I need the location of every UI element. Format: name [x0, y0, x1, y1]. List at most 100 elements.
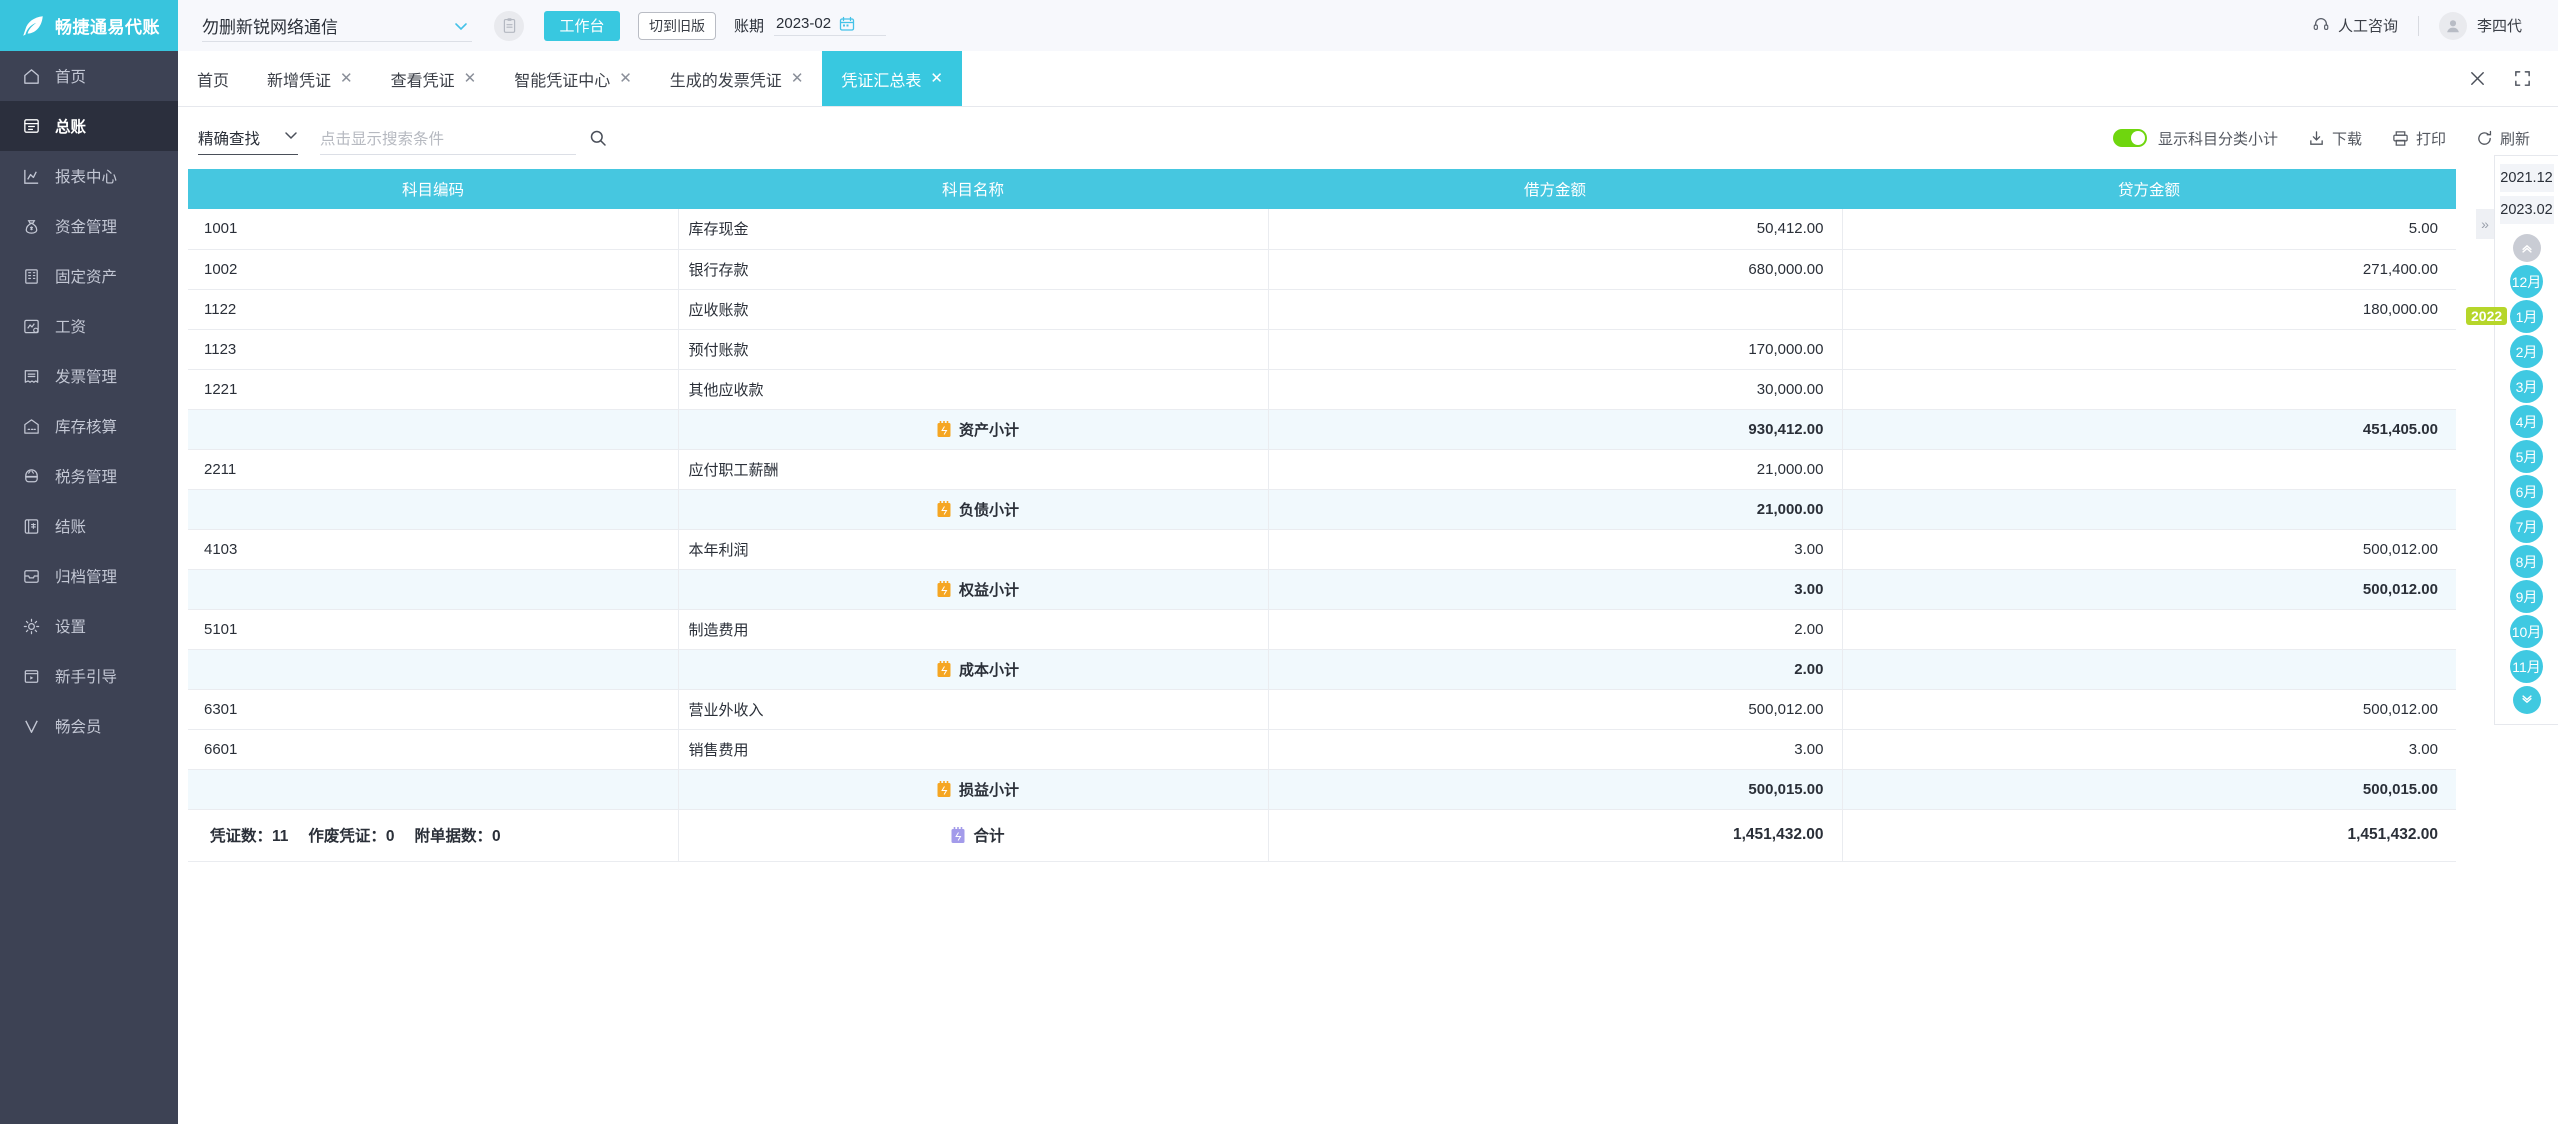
- building-icon: [22, 267, 41, 286]
- close-icon[interactable]: ✕: [790, 70, 804, 87]
- sidebar-item-guide[interactable]: 新手引导: [0, 651, 178, 701]
- year-badge: 2022: [2466, 307, 2508, 325]
- cell-code: [188, 649, 679, 690]
- sidebar-item-payroll[interactable]: 工资: [0, 301, 178, 351]
- tab-home[interactable]: 首页: [178, 51, 248, 106]
- subtotal-label: 权益小计: [958, 581, 1019, 599]
- table-row[interactable]: 6601 销售费用 3.00 3.00: [188, 729, 2456, 770]
- collapse-month-panel-button[interactable]: »: [2476, 209, 2494, 239]
- cell-debit: 21,000.00: [1268, 489, 1843, 530]
- sidebar-item-archive[interactable]: 归档管理: [0, 551, 178, 601]
- cell-debit: 2.00: [1268, 649, 1843, 690]
- month-chip-2[interactable]: 2月: [2510, 335, 2543, 368]
- cell-code: 2211: [188, 449, 679, 490]
- close-icon[interactable]: ✕: [340, 70, 353, 87]
- table-row[interactable]: 4103 本年利润 3.00 500,012.00: [188, 529, 2456, 570]
- find-mode-select[interactable]: 精确查找: [198, 121, 298, 155]
- month-chip-9[interactable]: 9月: [2510, 580, 2543, 613]
- tab-label: 查看凭证: [390, 72, 455, 90]
- table-row[interactable]: 1123 预付账款 170,000.00: [188, 329, 2456, 370]
- close-icon[interactable]: ✕: [930, 70, 943, 87]
- cell-subtotal-label: 成本小计: [678, 649, 1269, 690]
- sidebar-item-home[interactable]: 首页: [0, 51, 178, 101]
- cell-name: 预付账款: [678, 329, 1269, 370]
- user-menu[interactable]: 李四代: [2438, 11, 2522, 40]
- table-row[interactable]: 6301 营业外收入 500,012.00 500,012.00: [188, 689, 2456, 730]
- subtotal-row: 成本小计 2.00: [188, 649, 2456, 690]
- table-row[interactable]: 2211 应付职工薪酬 21,000.00: [188, 449, 2456, 490]
- table-row[interactable]: 1001 库存现金 50,412.00 5.00: [188, 209, 2456, 250]
- sidebar-item-tax[interactable]: 税务管理: [0, 451, 178, 501]
- cell-debit: 500,015.00: [1268, 769, 1843, 810]
- gear-icon: [22, 617, 41, 636]
- close-icon[interactable]: ✕: [619, 70, 632, 87]
- tab-smart-voucher-center[interactable]: 智能凭证中心 ✕: [495, 51, 651, 106]
- year-chip-start[interactable]: 2021.12: [2499, 164, 2554, 192]
- toolbar-right: 显示科目分类小计 下载: [2112, 128, 2530, 149]
- sidebar-item-settings[interactable]: 设置: [0, 601, 178, 651]
- clipboard-icon[interactable]: [494, 10, 524, 41]
- sidebar: 首页 总账 报表中心: [0, 51, 178, 1124]
- month-chip-10[interactable]: 10月: [2510, 615, 2543, 648]
- search-icon[interactable]: [588, 128, 608, 148]
- sidebar-item-reports[interactable]: 报表中心: [0, 151, 178, 201]
- cell-debit: [1268, 289, 1843, 330]
- subtotal-row: 权益小计 3.00 500,012.00: [188, 569, 2456, 610]
- table-row[interactable]: 1122 应收账款 180,000.00: [188, 289, 2456, 330]
- cell-name: 本年利润: [678, 529, 1269, 570]
- period-picker[interactable]: 2023-02: [774, 15, 887, 36]
- tab-new-voucher[interactable]: 新增凭证 ✕: [248, 51, 372, 106]
- fullscreen-icon[interactable]: [2513, 69, 2532, 88]
- cell-code: 6301: [188, 689, 679, 730]
- tab-voucher-summary[interactable]: 凭证汇总表 ✕: [822, 51, 962, 106]
- archive-icon: [22, 567, 41, 586]
- month-chip-7[interactable]: 7月: [2510, 510, 2543, 543]
- column-header-code[interactable]: 科目编码: [188, 169, 678, 209]
- month-chip-8[interactable]: 8月: [2510, 545, 2543, 578]
- search-input[interactable]: 点击显示搜索条件: [320, 121, 576, 155]
- sidebar-item-invoices[interactable]: 发票管理: [0, 351, 178, 401]
- table-row[interactable]: 1002 银行存款 680,000.00 271,400.00: [188, 249, 2456, 290]
- sidebar-item-ledger[interactable]: 总账: [0, 101, 178, 151]
- table-row[interactable]: 5101 制造费用 2.00: [188, 609, 2456, 650]
- month-chip-3[interactable]: 3月: [2510, 370, 2543, 403]
- cell-code: 1123: [188, 329, 679, 370]
- month-chip-6[interactable]: 6月: [2510, 475, 2543, 508]
- column-header-credit[interactable]: 贷方金额: [1842, 169, 2456, 209]
- tab-view-voucher[interactable]: 查看凭证 ✕: [372, 51, 496, 106]
- year-chip-end[interactable]: 2023.02: [2499, 196, 2554, 224]
- scroll-down-button[interactable]: [2512, 686, 2541, 714]
- month-chip-4[interactable]: 4月: [2510, 405, 2543, 438]
- download-button[interactable]: 下载: [2308, 128, 2362, 149]
- month-label: 12月: [2511, 273, 2542, 290]
- cell-debit: 930,412.00: [1268, 409, 1843, 450]
- brand-logo-area[interactable]: 畅捷通易代账: [0, 0, 178, 51]
- toggle-switch[interactable]: [2112, 129, 2147, 147]
- close-icon[interactable]: ✕: [463, 70, 477, 87]
- sidebar-item-vip[interactable]: 畅会员: [0, 701, 178, 751]
- scroll-up-button[interactable]: [2512, 234, 2541, 262]
- sidebar-item-inventory[interactable]: 库存核算: [0, 401, 178, 451]
- month-chip-1[interactable]: 2022 1月: [2466, 300, 2543, 333]
- column-header-name[interactable]: 科目名称: [678, 169, 1268, 209]
- table-row[interactable]: 1221 其他应收款 30,000.00: [188, 369, 2456, 410]
- switch-old-version-button[interactable]: 切到旧版: [638, 11, 716, 40]
- close-all-tabs-icon[interactable]: [2468, 69, 2487, 88]
- month-chip-11[interactable]: 11月: [2510, 650, 2543, 683]
- support-button[interactable]: 人工咨询: [2312, 15, 2398, 37]
- sidebar-item-closing[interactable]: 结账: [0, 501, 178, 551]
- print-button[interactable]: 打印: [2392, 128, 2446, 149]
- voucher-summary-table: 科目编码 科目名称 借方金额 贷方金额 1001 库存现金 50,412.00 …: [188, 169, 2456, 862]
- month-chip-12[interactable]: 12月: [2510, 265, 2543, 298]
- workbench-button[interactable]: 工作台: [544, 10, 620, 41]
- company-selector[interactable]: 勿删新锐网络通信: [202, 10, 472, 42]
- column-header-debit[interactable]: 借方金额: [1268, 169, 1842, 209]
- month-chip-5[interactable]: 5月: [2510, 440, 2543, 473]
- refresh-button[interactable]: 刷新: [2476, 128, 2530, 149]
- sidebar-item-fixed-assets[interactable]: 固定资产: [0, 251, 178, 301]
- divider: [2417, 15, 2419, 36]
- show-subtotal-toggle[interactable]: 显示科目分类小计: [2112, 128, 2278, 149]
- tab-generated-invoice-voucher[interactable]: 生成的发票凭证 ✕: [651, 51, 823, 106]
- sidebar-item-funds[interactable]: 资金管理: [0, 201, 178, 251]
